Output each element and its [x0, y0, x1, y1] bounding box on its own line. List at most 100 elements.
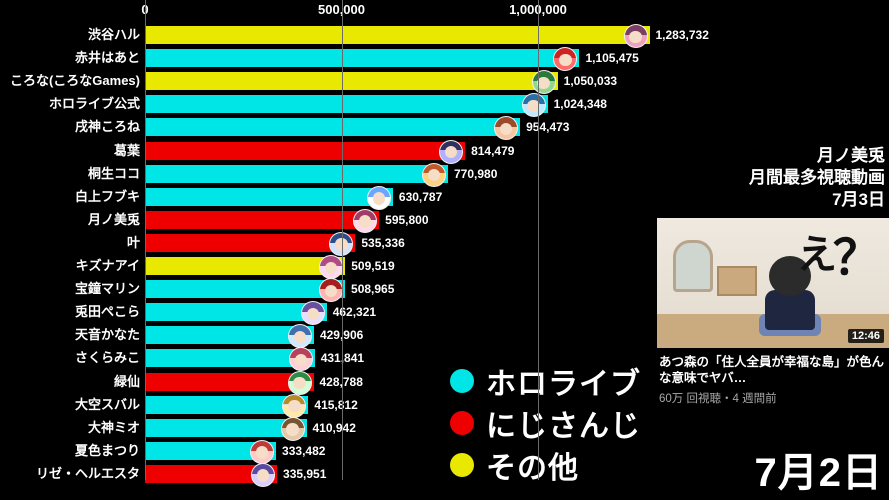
bar-row: 桐生ココ 770,980 — [0, 162, 889, 187]
avatar — [280, 416, 305, 441]
avatar — [623, 24, 648, 48]
avatar-hair — [354, 209, 377, 220]
avatar — [250, 439, 275, 464]
avatar — [366, 185, 391, 210]
bar — [145, 441, 277, 460]
avatar-face — [444, 146, 458, 159]
bar-row: 白上フブキ 630,787 — [0, 185, 889, 210]
bar — [145, 464, 278, 483]
bar — [145, 257, 346, 275]
bar-value-label: 428,788 — [320, 371, 363, 393]
bar — [145, 210, 380, 229]
bar-value-label: 1,024,348 — [553, 97, 607, 112]
video-card[interactable]: え ？ 12:46 あつ森の「住人全員が幸福な島」が色んな意味でヤバ… 60万 … — [657, 218, 889, 406]
bar-category-label: さくらみこ — [74, 350, 140, 366]
bar-category-label: 月ノ美兎 — [87, 211, 140, 227]
side-title-line2: 月間最多視聴動画 — [749, 168, 885, 187]
legend-item-other: その他 — [450, 444, 641, 486]
bar-category-label: 大神ミオ — [87, 419, 140, 435]
overlay-text-e: え — [797, 232, 837, 277]
bar-row: 天音かなた429,906 — [0, 324, 889, 349]
bar — [145, 395, 309, 414]
avatar-hair — [320, 256, 343, 266]
bar — [145, 141, 466, 160]
avatar-hair — [495, 117, 518, 128]
gridline — [538, 0, 539, 480]
avatar-face — [559, 53, 572, 66]
bar-category-label: 緑仙 — [113, 373, 140, 389]
avatar — [251, 462, 276, 487]
legend-item-nijisanji: にじさんじ — [450, 402, 641, 444]
avatar — [288, 347, 313, 372]
bar-row: 緑仙 428,788 — [0, 370, 889, 395]
bar-row: 戌神ころね 954,473 — [0, 116, 889, 141]
bar-value-label: 630,787 — [398, 189, 443, 204]
bar-row: 夏色まつり 333,482 — [0, 439, 889, 464]
bar — [145, 72, 558, 91]
avatar-hair — [522, 94, 545, 105]
avatar-face — [325, 261, 338, 274]
gridline — [145, 0, 146, 480]
bar-value-label: 1,283,732 — [655, 28, 709, 42]
x-axis: 0500,0001,000,000 — [0, 0, 889, 22]
bar-category-label: ホロライブ公式 — [48, 96, 140, 112]
bar-category-label: 戌神ころね — [74, 119, 140, 135]
avatar — [319, 278, 344, 303]
avatar-hair — [301, 302, 324, 313]
bar-row: 叶 535,336 — [0, 231, 889, 256]
bar — [145, 280, 346, 299]
side-title-line1: 月ノ美兎 — [817, 146, 885, 165]
avatar-face — [306, 307, 319, 320]
bar-category-label: リゼ・ヘルエスタ — [35, 465, 140, 481]
bar-row: リゼ・ヘルエスタ 335,951 — [0, 462, 889, 487]
bar-value-label: 954,473 — [526, 120, 570, 135]
avatar-hair — [532, 71, 555, 82]
avatar — [421, 162, 446, 187]
bar-value-label: 814,479 — [471, 143, 515, 158]
avatar-face — [629, 30, 642, 43]
avatar-hair — [320, 279, 343, 289]
side-panel: 月ノ美兎 月間最多視聴動画 7月3日 え ？ 12:46 あつ森の「住人全員が幸… — [654, 145, 889, 406]
overlay-text-question: ？ — [833, 232, 882, 285]
bar — [145, 49, 580, 68]
legend-label: にじさんじ — [486, 410, 641, 443]
gridline — [341, 0, 343, 480]
legend-color-swatch — [450, 369, 474, 393]
bar — [145, 418, 307, 437]
bar-row: 大神ミオ 410,942 — [0, 416, 889, 441]
bar-chart-area: 渋谷ハル 1,283,732 赤井はあと 1,105,475 ころな(ころなGames)… — [0, 20, 889, 500]
bar-row: ころな(ころなGames) 1,050,033 — [0, 70, 889, 95]
bar — [145, 233, 356, 252]
avatar-face — [256, 469, 270, 482]
bar-row: 赤井はあと 1,105,475 — [0, 47, 889, 72]
bar-row: 宝鐘マリン 508,965 — [0, 278, 889, 303]
bar-value-label: 509,519 — [351, 259, 395, 273]
bar-value-label: 770,980 — [453, 166, 498, 181]
bar-row: さくらみこ431,841 — [0, 347, 889, 372]
bar-value-label: 410,942 — [312, 420, 356, 435]
avatar-hair — [554, 48, 577, 58]
avatar-hair — [288, 325, 311, 336]
bar-row: 兎田ぺこら 462,321 — [0, 301, 889, 326]
bar-value-label: 1,105,475 — [585, 51, 639, 66]
bar-value-label: 333,482 — [282, 443, 326, 458]
video-title[interactable]: あつ森の「住人全員が幸福な島」が色んな意味でヤバ… — [659, 355, 885, 385]
bar-value-label: 462,321 — [332, 305, 377, 320]
bar — [145, 326, 314, 345]
character-head — [769, 256, 811, 296]
avatar-face — [358, 215, 372, 228]
avatar-face — [293, 377, 306, 390]
video-thumbnail[interactable]: え ？ 12:46 — [657, 218, 889, 348]
mirror-icon — [673, 240, 713, 292]
legend-color-swatch — [450, 453, 474, 477]
bar-row: 渋谷ハル 1,283,732 — [0, 24, 889, 48]
legend-color-swatch — [450, 411, 474, 435]
bar — [145, 187, 393, 206]
avatar — [282, 393, 307, 418]
shelf-icon — [717, 266, 757, 296]
avatar-face — [255, 446, 269, 459]
legend-label: ホロライブ — [486, 368, 641, 401]
avatar-hair — [288, 371, 311, 382]
avatar-hair — [289, 348, 312, 359]
side-title-line3: 7月3日 — [832, 190, 885, 209]
